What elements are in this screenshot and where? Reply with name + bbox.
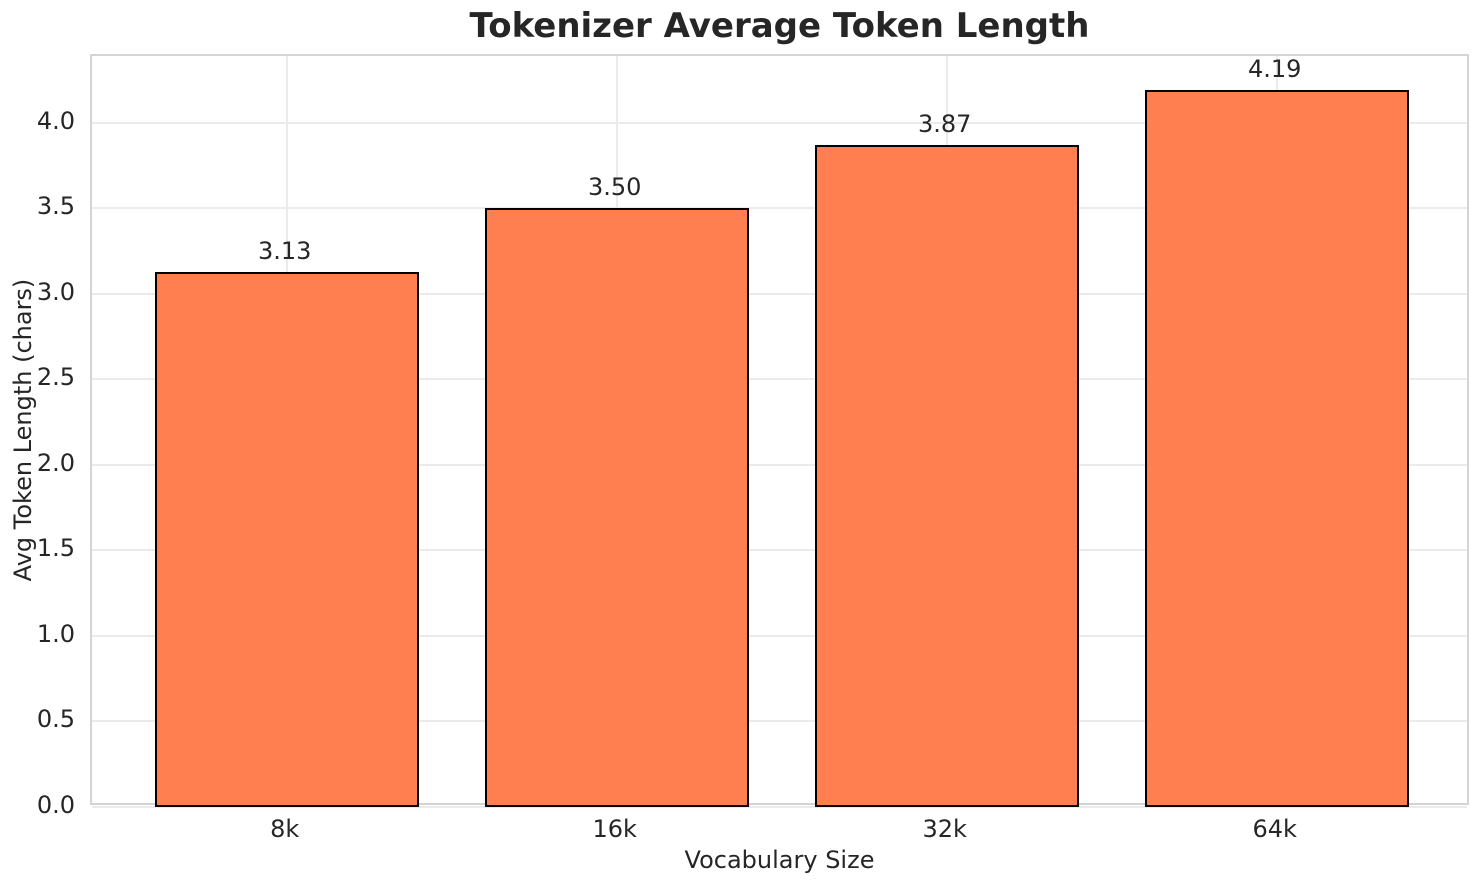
bar-value-label-32k: 3.87 — [917, 109, 972, 138]
h-gridline-3.0 — [92, 292, 1467, 295]
h-gridline-1.5 — [92, 549, 1467, 552]
h-gridline-3.5 — [92, 207, 1467, 210]
h-gridline-2.0 — [92, 463, 1467, 466]
plot-area — [90, 54, 1469, 808]
h-gridline-0.5 — [92, 720, 1467, 723]
y-tick-label-2.5: 2.5 — [36, 363, 75, 392]
x-tick-label-32k: 32k — [922, 815, 967, 843]
bar-value-label-16k: 3.50 — [587, 173, 642, 202]
bar-value-label-8k: 3.13 — [257, 236, 312, 265]
bar-8k — [154, 271, 419, 807]
x-axis-label: Vocabulary Size — [684, 846, 875, 874]
bar-64k — [1144, 90, 1409, 807]
x-tick-label-64k: 64k — [1252, 815, 1297, 843]
bar-32k — [814, 144, 1079, 807]
x-tick-label-8k: 8k — [270, 815, 300, 843]
y-tick-label-0.0: 0.0 — [36, 791, 75, 819]
bar-16k — [484, 208, 749, 807]
h-gridline-4.0 — [92, 121, 1467, 124]
y-tick-label-1.0: 1.0 — [36, 619, 75, 648]
y-tick-label-1.5: 1.5 — [36, 534, 75, 563]
y-tick-label-3.0: 3.0 — [36, 277, 75, 306]
y-tick-label-2.0: 2.0 — [36, 448, 75, 477]
h-gridline-2.5 — [92, 378, 1467, 381]
bar-value-label-64k: 4.19 — [1247, 55, 1302, 84]
y-tick-label-3.5: 3.5 — [36, 192, 75, 221]
h-gridline-1.0 — [92, 634, 1467, 637]
chart-title: Tokenizer Average Token Length — [469, 6, 1090, 46]
h-gridline-0.0 — [92, 806, 1467, 808]
x-tick-label-16k: 16k — [592, 815, 637, 843]
y-tick-label-4.0: 4.0 — [36, 106, 75, 135]
y-tick-label-0.5: 0.5 — [36, 705, 75, 734]
